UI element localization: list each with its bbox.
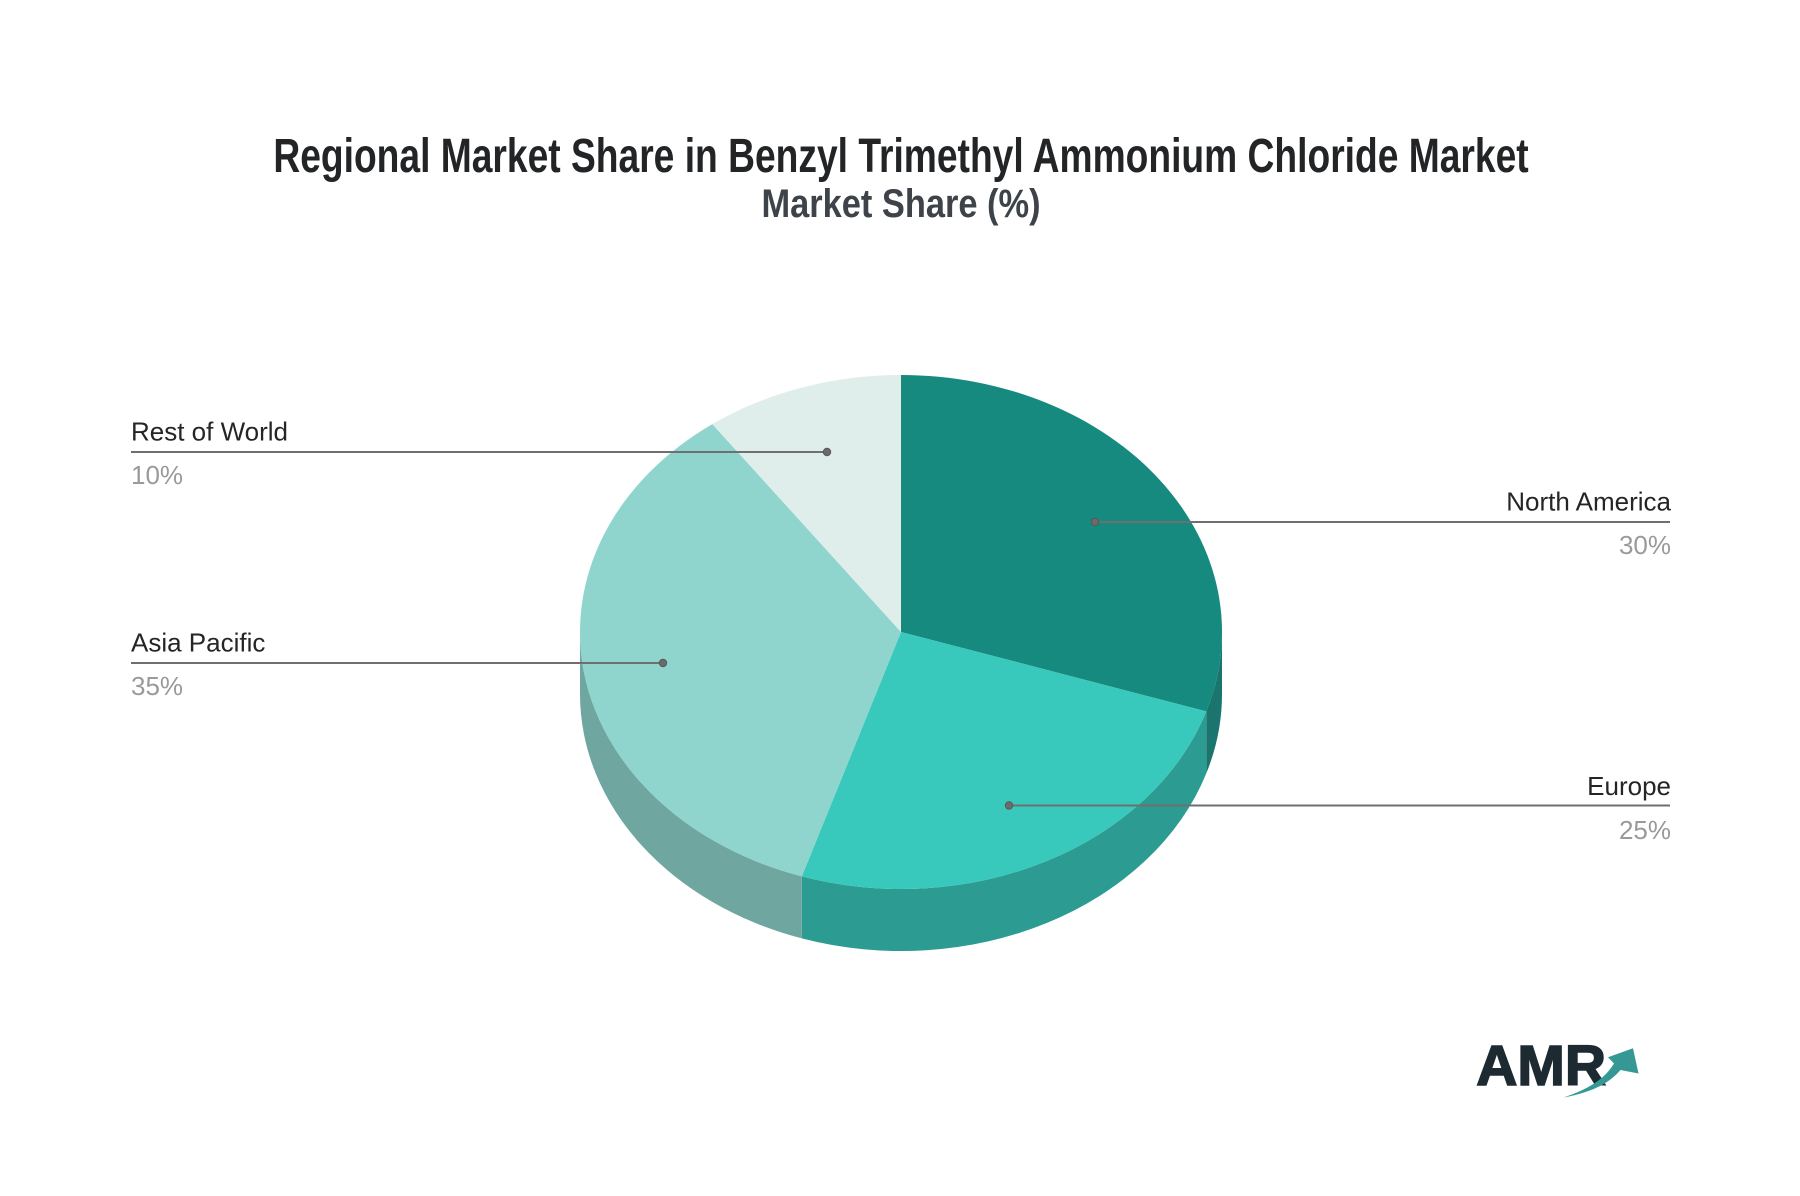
svg-text:Rest of World: Rest of World [131, 417, 288, 447]
svg-text:Europe: Europe [1587, 771, 1671, 801]
svg-text:Regional Market Share in Benzy: Regional Market Share in Benzyl Trimethy… [273, 130, 1528, 184]
svg-text:Market Share (%): Market Share (%) [761, 181, 1040, 226]
svg-text:25%: 25% [1619, 815, 1671, 845]
svg-text:10%: 10% [131, 460, 183, 490]
svg-text:AMR: AMR [1476, 1034, 1606, 1098]
svg-text:35%: 35% [131, 671, 183, 701]
svg-text:Asia Pacific: Asia Pacific [131, 628, 265, 658]
svg-text:30%: 30% [1619, 530, 1671, 560]
svg-text:North America: North America [1506, 487, 1671, 517]
